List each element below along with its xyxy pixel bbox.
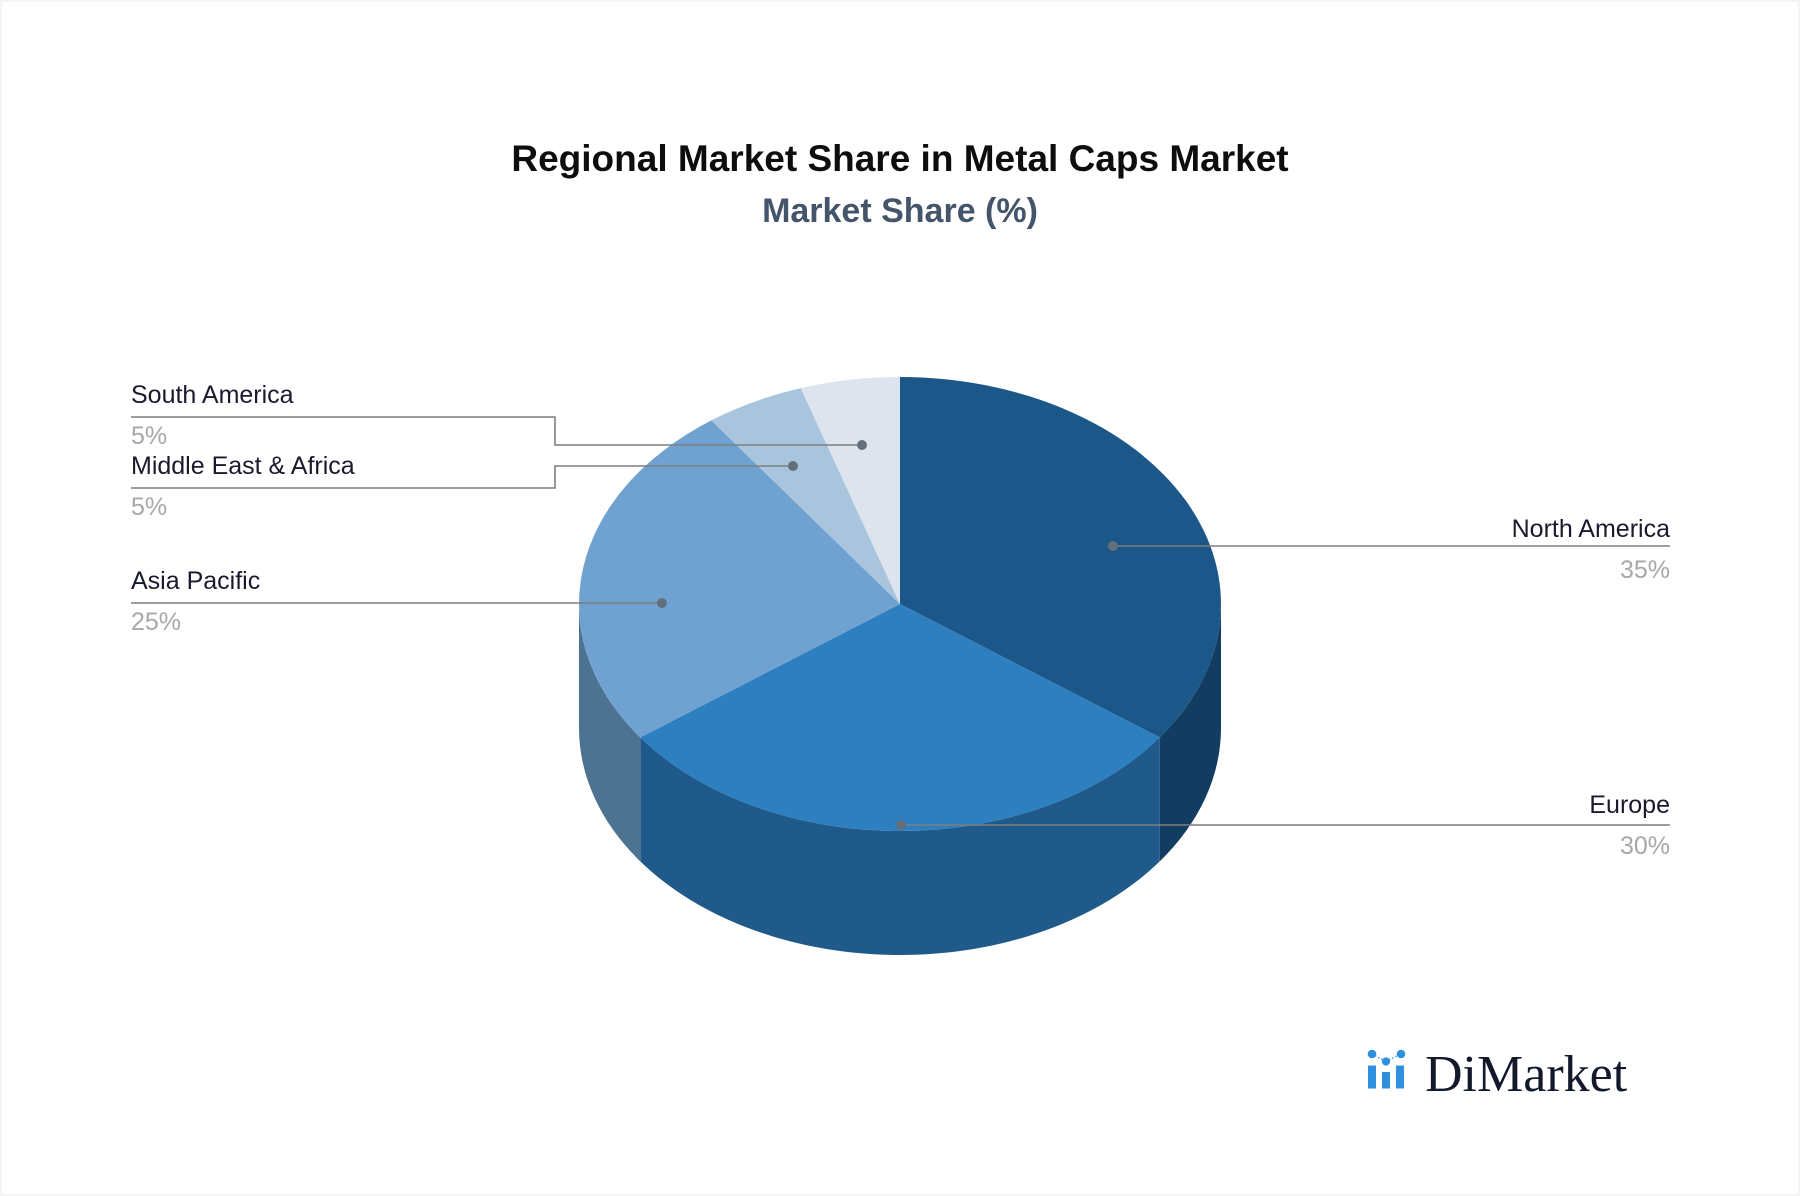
svg-text:DiMarket: DiMarket [1425, 1046, 1628, 1103]
